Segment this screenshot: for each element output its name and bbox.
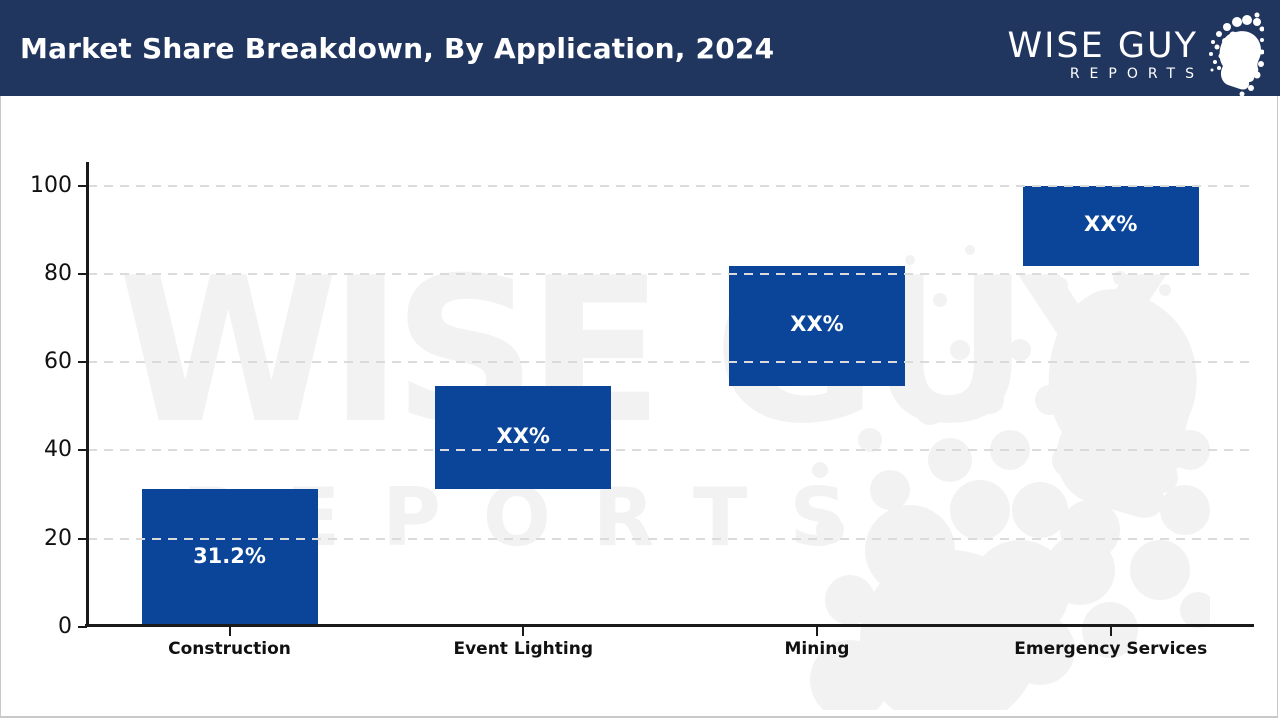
logo-sub-text: REPORTS <box>1069 66 1204 82</box>
bar-value-label: XX% <box>1084 211 1138 236</box>
bar-value-label: 31.2% <box>193 544 266 569</box>
bar-emergency-services <box>1022 185 1199 266</box>
gridline-80 <box>88 272 1252 275</box>
bar-event-lighting <box>435 385 612 490</box>
bar-value-label: XX% <box>496 423 550 448</box>
y-tick-mark-80 <box>78 272 87 275</box>
logo-face-icon <box>1209 12 1264 96</box>
watermark-brand-text: WISE GUY <box>118 235 1165 468</box>
y-tick-mark-60 <box>78 361 87 364</box>
x-axis-line <box>85 624 1254 627</box>
y-tick-label-20: 20 <box>44 525 72 551</box>
gridline-40 <box>88 449 1252 452</box>
x-tick-mark <box>816 627 818 636</box>
y-tick-label-40: 40 <box>44 437 72 463</box>
x-category-label: Construction <box>168 639 291 659</box>
y-tick-label-60: 60 <box>44 349 72 375</box>
y-tick-label-80: 80 <box>44 260 72 286</box>
y-tick-mark-0 <box>78 626 87 628</box>
x-tick-mark <box>522 627 525 636</box>
y-tick-mark-100 <box>78 184 87 187</box>
y-axis-line <box>86 162 89 627</box>
x-category-label: Emergency Services <box>1014 639 1208 659</box>
gridline-60 <box>88 361 1252 364</box>
y-tick-label-100: 100 <box>30 172 72 198</box>
gridline-100 <box>88 184 1252 187</box>
y-tick-mark-20 <box>78 537 87 540</box>
x-tick-mark <box>1109 627 1112 636</box>
bar-mining <box>729 265 905 386</box>
gridline-20 <box>88 537 1252 540</box>
logo-brand-text: WISE GUY <box>1007 26 1198 66</box>
x-category-label: Event Lighting <box>453 639 594 659</box>
watermark-face-dots <box>810 230 1210 710</box>
bar-construction <box>141 489 318 627</box>
x-category-label: Mining <box>784 639 850 659</box>
wise-guy-logo: WISE GUY REPORTS <box>1007 6 1270 96</box>
bar-value-label: XX% <box>790 311 844 336</box>
x-tick-mark <box>228 627 231 636</box>
y-tick-label-0: 0 <box>58 614 72 639</box>
header-bar: Market Share Breakdown, By Application, … <box>0 0 1280 96</box>
y-tick-mark-40 <box>78 449 87 452</box>
page-title: Market Share Breakdown, By Application, … <box>20 31 775 65</box>
